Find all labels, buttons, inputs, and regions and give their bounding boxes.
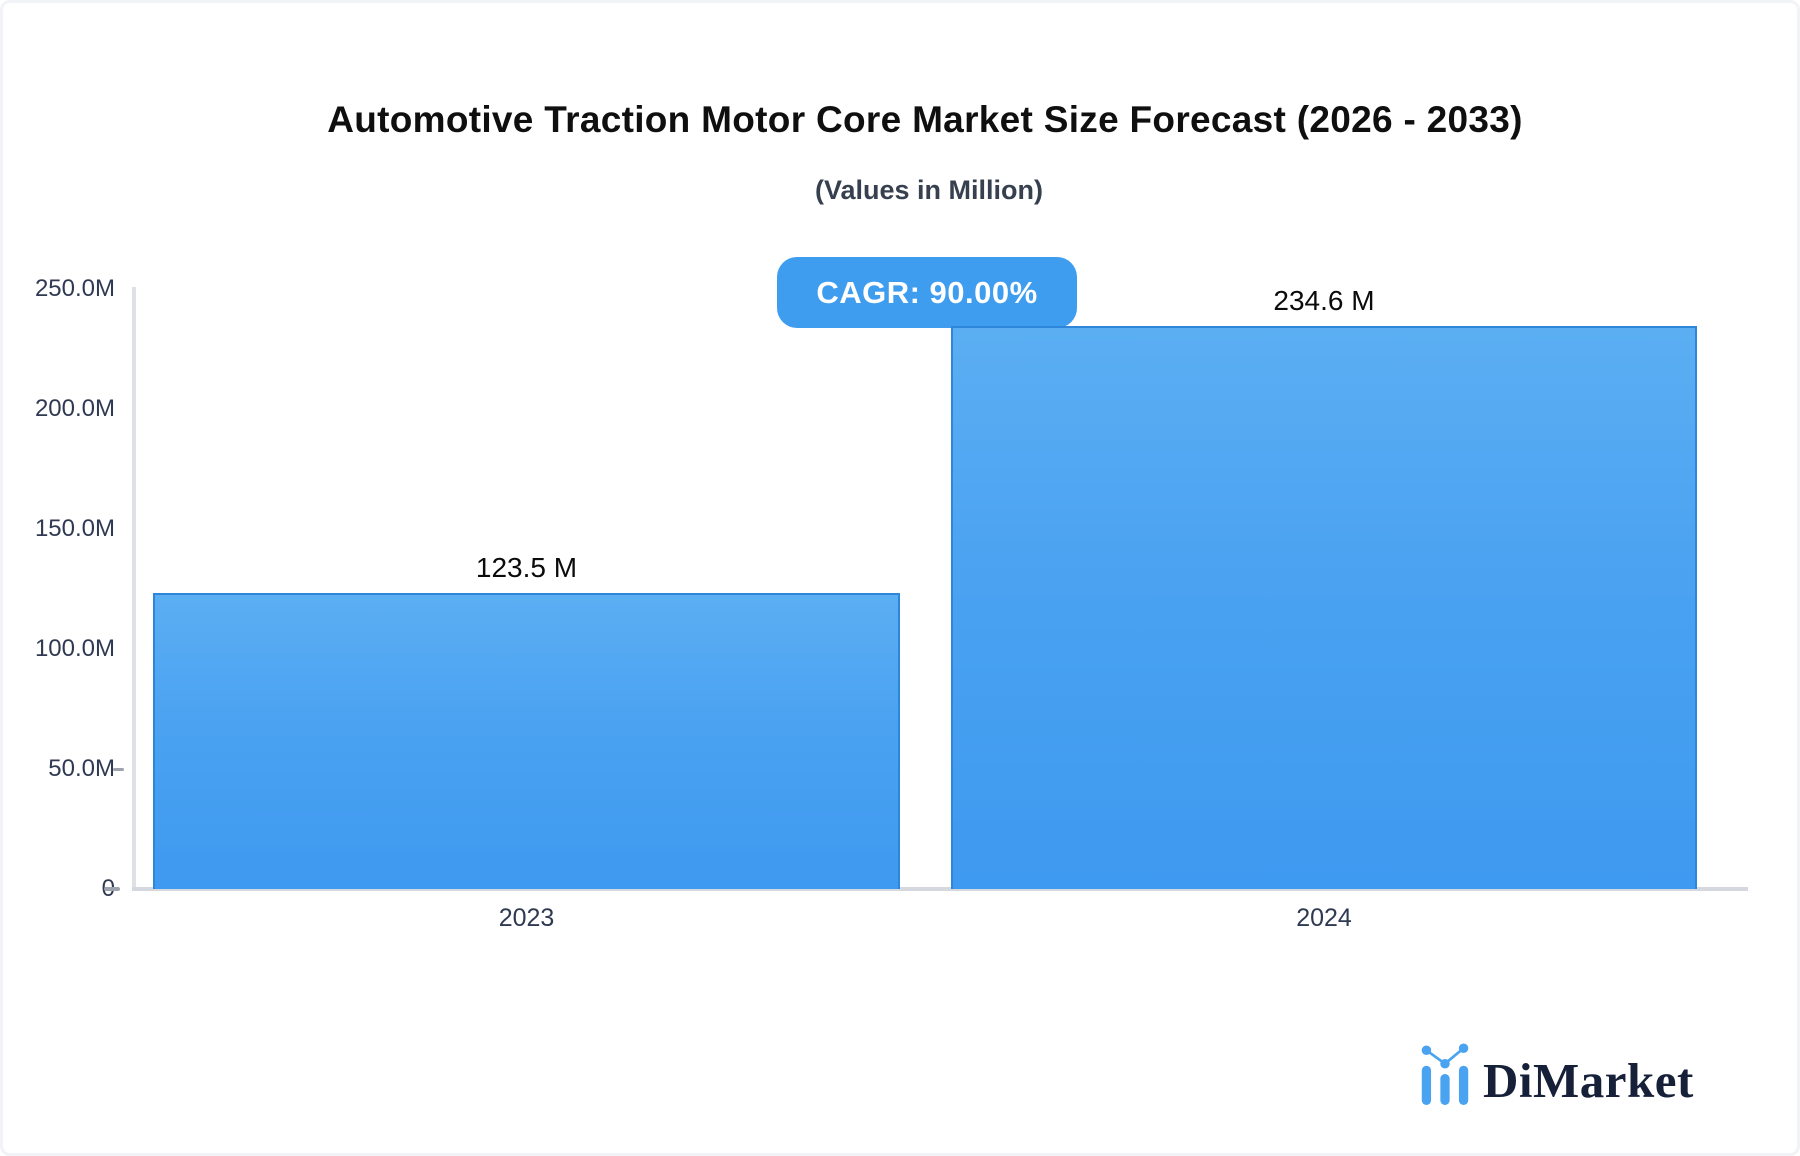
plot-area: 123.5 M 234.6 M — [134, 285, 1745, 889]
x-axis: 2023 2024 — [134, 904, 1745, 944]
dimarket-logo-text: DiMarket — [1483, 1053, 1694, 1108]
y-axis: 250.0M 200.0M 150.0M 100.0M 50.0M 0 — [3, 275, 115, 902]
branding: DiMarket — [1419, 1041, 1694, 1105]
bar-2023-fill[interactable] — [153, 592, 900, 889]
cagr-badge-label: CAGR: 90.00% — [816, 274, 1038, 310]
x-axis-line — [132, 887, 1748, 891]
bar-2024-fill[interactable] — [951, 325, 1697, 889]
y-tick-label-200m: 200.0M — [34, 395, 115, 422]
y-tick-label-100m: 100.0M — [34, 635, 115, 662]
bar-2024[interactable]: 234.6 M — [951, 285, 1697, 889]
chart-title: Automotive Traction Motor Core Market Si… — [327, 99, 1523, 140]
bar-2023[interactable]: 123.5 M — [153, 552, 900, 889]
bar-2024-value-label: 234.6 M — [1273, 284, 1375, 316]
chart-subtitle: (Values in Million) — [814, 175, 1044, 205]
y-axis-tick-0 — [104, 887, 120, 891]
x-tick-label-2024: 2024 — [1296, 904, 1352, 932]
y-tick-label-150m: 150.0M — [34, 515, 115, 542]
x-tick-label-2023: 2023 — [498, 904, 555, 932]
y-tick-label-0: 0 — [3, 873, 115, 905]
y-axis-tick-50m — [113, 768, 124, 771]
dimarket-logo-icon — [1421, 1043, 1469, 1105]
y-tick-label-250m: 250.0M — [34, 275, 115, 302]
y-tick-label-50m: 50.0M — [48, 755, 115, 782]
cagr-badge: CAGR: 90.00% — [777, 257, 1077, 328]
y-axis-line — [132, 287, 136, 891]
bar-2023-value-label: 123.5 M — [475, 551, 578, 583]
